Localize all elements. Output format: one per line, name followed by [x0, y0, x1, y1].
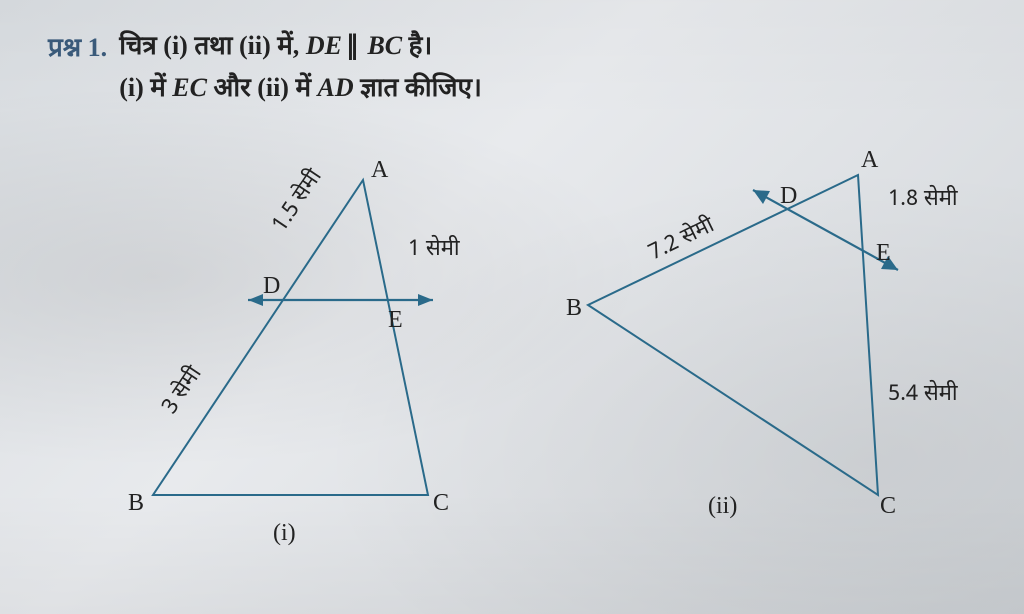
vertex-b-2: B: [566, 295, 582, 321]
figure-1-label: (i): [273, 520, 296, 546]
q1-bc: BC: [367, 31, 402, 60]
question-line-2: (i) में EC और (ii) में AD ज्ञात कीजिए।: [119, 70, 976, 106]
arrow-right-1: [418, 294, 433, 306]
vertex-c-1: C: [433, 490, 449, 516]
vertex-d-1: D: [263, 273, 280, 299]
figure-2-label: (ii): [708, 493, 737, 519]
q2-after: ज्ञात कीजिए।: [354, 73, 482, 102]
figures-area: A B C D E 1.5 सेमी 1 सेमी 3 सेमी (i) A B…: [48, 115, 976, 575]
figure-1: A B C D E 1.5 सेमी 1 सेमी 3 सेमी (i): [118, 125, 498, 555]
vertex-c-2: C: [880, 493, 896, 519]
question-number: प्रश्न 1.: [48, 28, 107, 64]
page-content: प्रश्न 1. चित्र (i) तथा (ii) में, DE∥ BC…: [0, 0, 1024, 575]
measure-bd-1: 3 सेमी: [156, 360, 210, 420]
vertex-a-1: A: [371, 157, 389, 183]
vertex-d-2: D: [780, 183, 797, 209]
q1-text-before: चित्र (i) तथा (ii) में,: [119, 31, 306, 60]
parallel-symbol: ∥: [346, 31, 357, 60]
vertex-a-2: A: [861, 147, 879, 173]
measure-ce-2: 5.4 सेमी: [888, 379, 958, 409]
vertex-e-1: E: [388, 307, 403, 333]
q1-text-after: है।: [402, 31, 432, 60]
q2-ad: AD: [318, 73, 354, 102]
arrow-left-1: [248, 294, 263, 306]
figure-2: A B C D E 1.8 सेमी 7.2 सेमी 5.4 सेमी (ii…: [558, 125, 988, 555]
q1-de: DE: [306, 31, 342, 60]
question-line-1: चित्र (i) तथा (ii) में, DE∥ BC है।: [119, 28, 976, 64]
q2-mid: और (ii) में: [207, 73, 318, 102]
measure-ae-1: 1 सेमी: [408, 234, 460, 264]
measure-ae-2: 1.8 सेमी: [888, 184, 958, 214]
measure-ad-1: 1.5 सेमी: [266, 163, 330, 238]
triangle-abc-2: [588, 175, 878, 495]
q2-ec: EC: [172, 73, 207, 102]
q2-before: (i) में: [119, 73, 172, 102]
question-block: प्रश्न 1. चित्र (i) तथा (ii) में, DE∥ BC…: [48, 28, 976, 107]
question-text-wrap: चित्र (i) तथा (ii) में, DE∥ BC है। (i) म…: [119, 28, 976, 107]
vertex-b-1: B: [128, 490, 144, 516]
vertex-e-2: E: [876, 240, 891, 266]
